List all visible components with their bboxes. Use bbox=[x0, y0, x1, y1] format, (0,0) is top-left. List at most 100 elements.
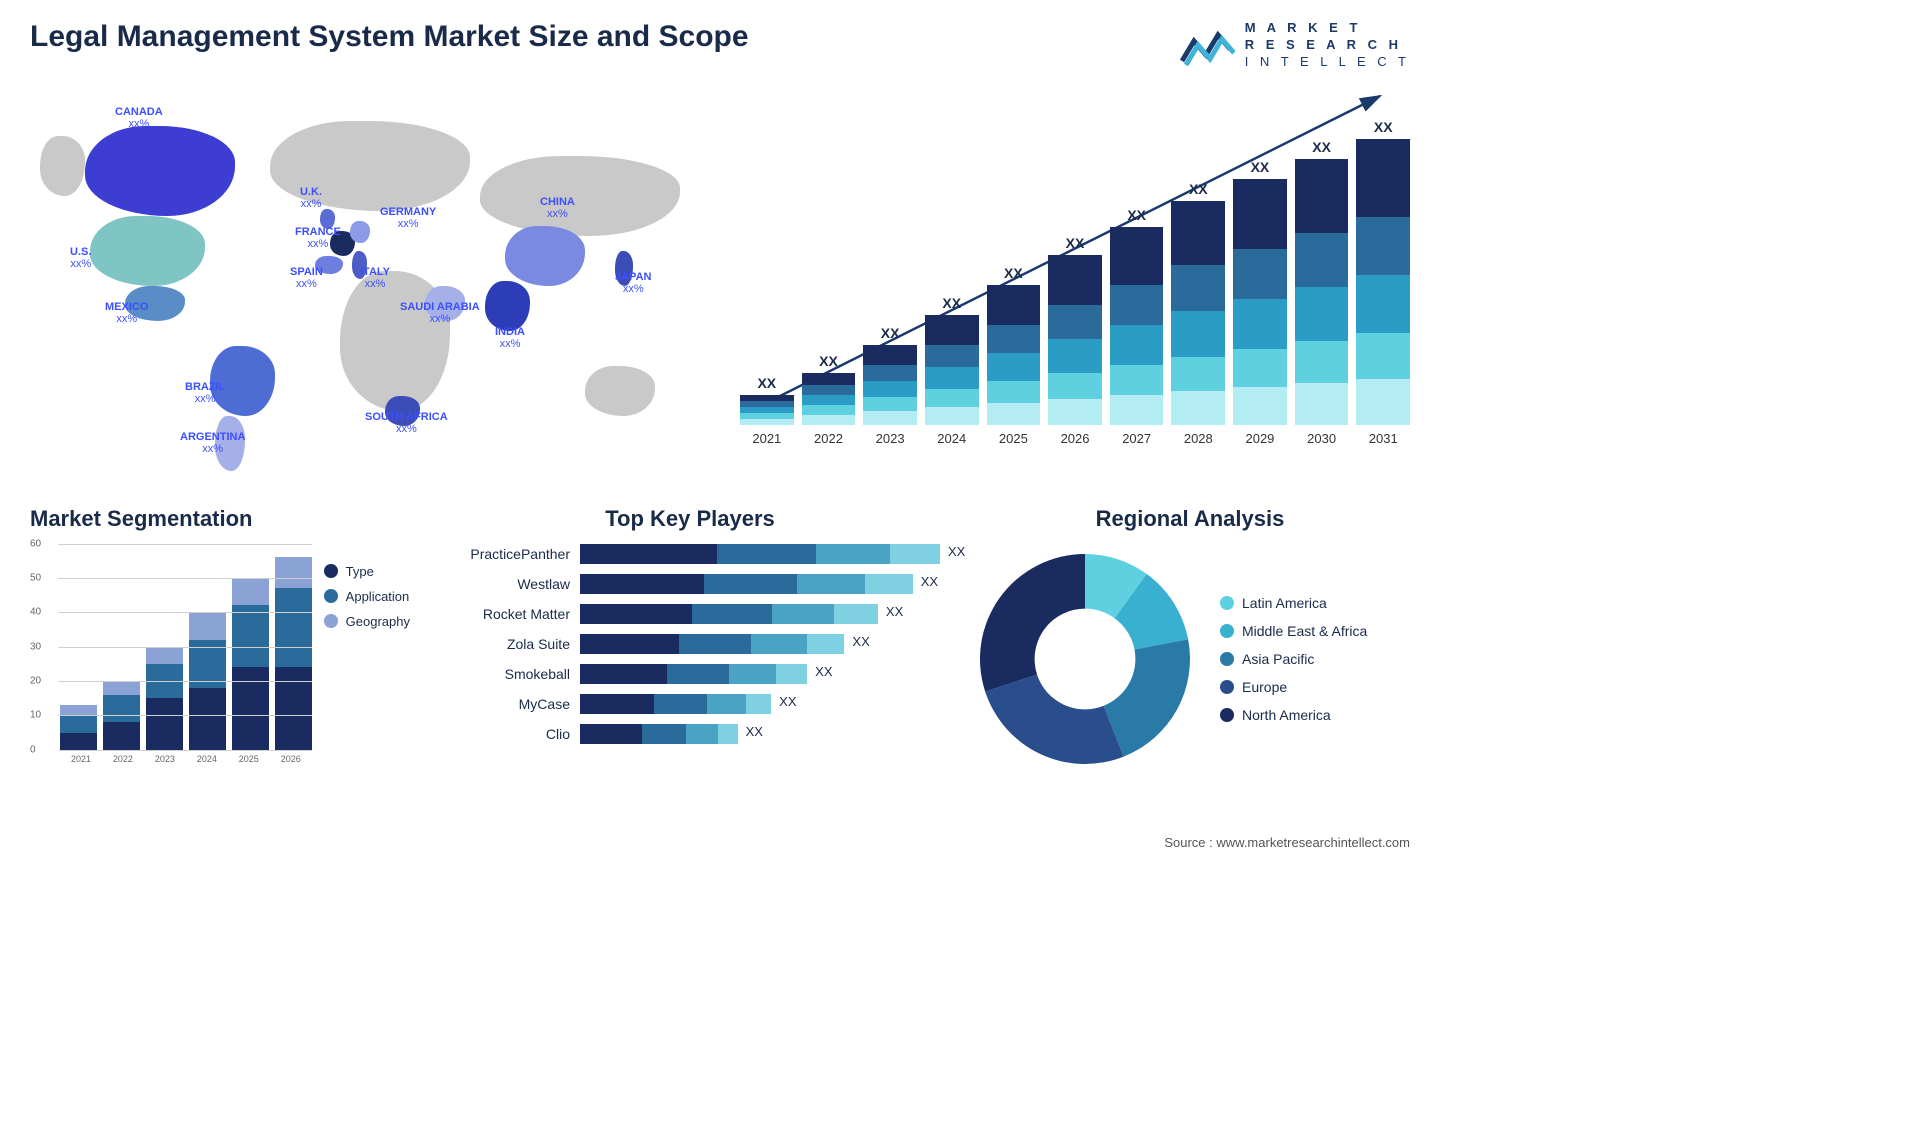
player-bar-segment bbox=[776, 664, 807, 684]
growth-column: XX2026 bbox=[1048, 235, 1102, 446]
growth-bars: XX2021XX2022XX2023XX2024XX2025XX2026XX20… bbox=[740, 126, 1410, 446]
growth-year-label: 2030 bbox=[1307, 431, 1336, 446]
regional-legend-item: Asia Pacific bbox=[1220, 651, 1367, 667]
growth-stack bbox=[1110, 227, 1164, 425]
growth-stack bbox=[1171, 201, 1225, 425]
growth-value-label: XX bbox=[1374, 119, 1393, 135]
player-name: Rocket Matter bbox=[440, 606, 570, 622]
growth-segment bbox=[925, 345, 979, 367]
player-bar-segment bbox=[580, 664, 667, 684]
player-bar-segment bbox=[580, 544, 717, 564]
player-bar-segment bbox=[865, 574, 912, 594]
map-landmass bbox=[40, 136, 85, 196]
growth-segment bbox=[1356, 333, 1410, 379]
player-bar-segment bbox=[580, 634, 679, 654]
growth-year-label: 2026 bbox=[1061, 431, 1090, 446]
growth-segment bbox=[1233, 349, 1287, 387]
player-bar-segment bbox=[580, 724, 642, 744]
growth-segment bbox=[1295, 287, 1349, 341]
player-bar-track: XX bbox=[580, 604, 940, 624]
player-row: Rocket Matter XX bbox=[440, 604, 940, 624]
player-name: Zola Suite bbox=[440, 636, 570, 652]
segmentation-column bbox=[146, 647, 183, 750]
segmentation-stack bbox=[275, 557, 312, 749]
growth-column: XX2021 bbox=[740, 375, 794, 446]
growth-segment bbox=[1233, 179, 1287, 249]
segmentation-segment bbox=[232, 667, 269, 749]
segmentation-segment bbox=[103, 722, 140, 749]
map-country-label: ITALYxx% bbox=[360, 266, 390, 290]
growth-segment bbox=[863, 397, 917, 411]
player-value: XX bbox=[779, 694, 796, 709]
map-country-shape bbox=[485, 281, 530, 331]
growth-value-label: XX bbox=[881, 325, 900, 341]
growth-segment bbox=[925, 389, 979, 407]
growth-column: XX2031 bbox=[1356, 119, 1410, 446]
player-bar-segment bbox=[580, 604, 692, 624]
growth-segment bbox=[1048, 339, 1102, 373]
player-bar-segment bbox=[729, 664, 776, 684]
legend-dot-icon bbox=[324, 589, 338, 603]
player-bar-segment bbox=[816, 544, 890, 564]
growth-segment bbox=[1295, 383, 1349, 425]
player-name: Smokeball bbox=[440, 666, 570, 682]
legend-label: Type bbox=[346, 564, 374, 579]
growth-segment bbox=[1171, 357, 1225, 391]
growth-segment bbox=[987, 325, 1041, 353]
growth-segment bbox=[1110, 227, 1164, 285]
growth-segment bbox=[863, 365, 917, 381]
map-country-shape bbox=[85, 126, 235, 216]
growth-segment bbox=[802, 373, 856, 385]
player-value: XX bbox=[746, 724, 763, 739]
segmentation-segment bbox=[232, 578, 269, 605]
player-bar-segment bbox=[807, 634, 844, 654]
player-bar-segment bbox=[707, 694, 747, 714]
growth-stack bbox=[863, 345, 917, 425]
player-row: Zola Suite XX bbox=[440, 634, 940, 654]
segmentation-legend: TypeApplicationGeography bbox=[324, 564, 410, 764]
growth-year-label: 2029 bbox=[1245, 431, 1274, 446]
player-bar-track: XX bbox=[580, 544, 940, 564]
player-value: XX bbox=[886, 604, 903, 619]
player-value: XX bbox=[852, 634, 869, 649]
segmentation-ytick: 50 bbox=[30, 573, 41, 584]
map-country-label: INDIAxx% bbox=[495, 326, 525, 350]
regional-legend-item: North America bbox=[1220, 707, 1367, 723]
segmentation-gridline bbox=[58, 715, 312, 716]
player-row: WestlawXX bbox=[440, 574, 940, 594]
legend-dot-icon bbox=[1220, 708, 1234, 722]
map-country-label: FRANCExx% bbox=[295, 226, 341, 250]
player-bar-track: XX bbox=[580, 694, 940, 714]
segmentation-title: Market Segmentation bbox=[30, 506, 410, 532]
map-country-shape bbox=[505, 226, 585, 286]
growth-value-label: XX bbox=[1189, 181, 1208, 197]
growth-year-label: 2022 bbox=[814, 431, 843, 446]
growth-segment bbox=[1171, 201, 1225, 265]
player-bar-segment bbox=[704, 574, 797, 594]
growth-column: XX2025 bbox=[987, 265, 1041, 446]
growth-chart-panel: XX2021XX2022XX2023XX2024XX2025XX2026XX20… bbox=[740, 86, 1410, 476]
growth-year-label: 2027 bbox=[1122, 431, 1151, 446]
growth-segment bbox=[925, 407, 979, 425]
header: Legal Management System Market Size and … bbox=[30, 20, 1410, 71]
regional-legend: Latin AmericaMiddle East & AfricaAsia Pa… bbox=[1220, 595, 1367, 723]
regional-body: Latin AmericaMiddle East & AfricaAsia Pa… bbox=[970, 544, 1410, 774]
growth-stack bbox=[1295, 159, 1349, 425]
player-name: Westlaw bbox=[440, 576, 570, 592]
map-country-label: GERMANYxx% bbox=[380, 206, 436, 230]
player-bar-segment bbox=[679, 634, 751, 654]
segmentation-ytick: 40 bbox=[30, 607, 41, 618]
map-country-label: CANADAxx% bbox=[115, 106, 163, 130]
player-row: PracticePantherXX bbox=[440, 544, 940, 564]
growth-value-label: XX bbox=[1127, 207, 1146, 223]
segmentation-ytick: 60 bbox=[30, 538, 41, 549]
growth-stack bbox=[802, 373, 856, 425]
player-name: MyCase bbox=[440, 696, 570, 712]
player-bar-segment bbox=[580, 574, 704, 594]
segmentation-segment bbox=[275, 667, 312, 749]
growth-segment bbox=[1295, 341, 1349, 383]
growth-segment bbox=[802, 385, 856, 395]
growth-segment bbox=[1295, 233, 1349, 287]
segmentation-ytick: 10 bbox=[30, 710, 41, 721]
segmentation-stack bbox=[60, 705, 97, 750]
